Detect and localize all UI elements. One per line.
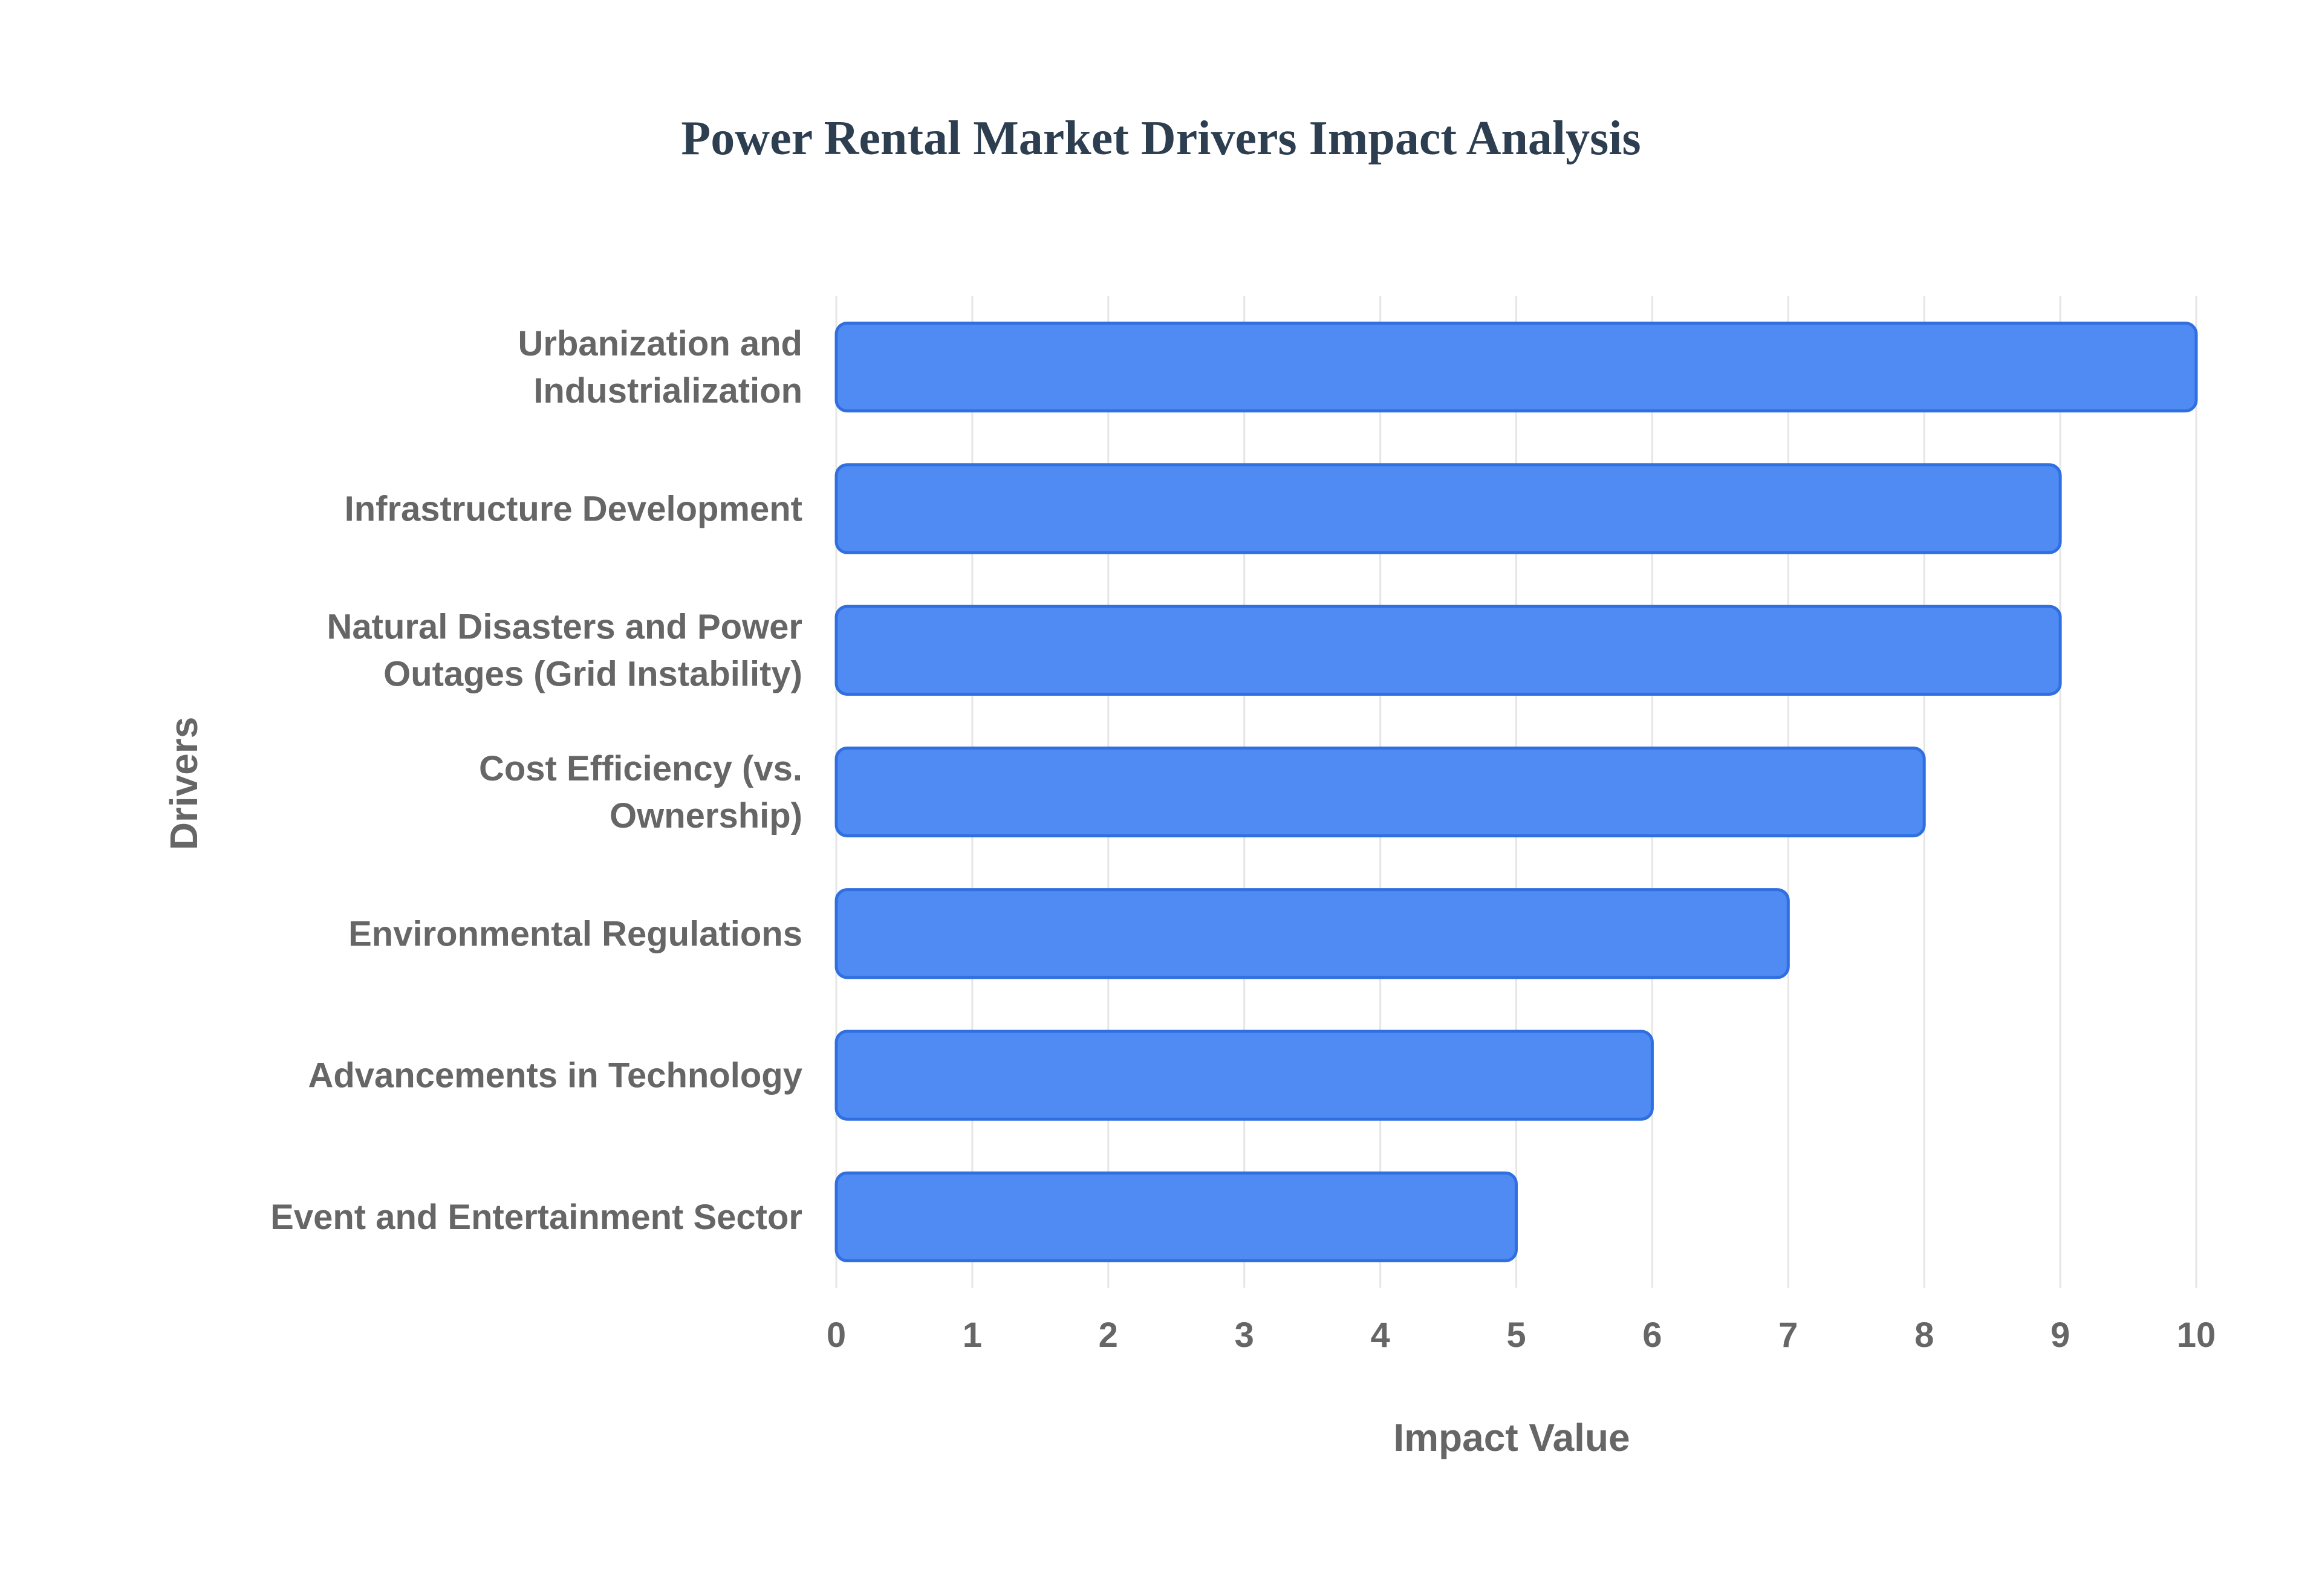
x-tick-label: 6 — [1642, 1315, 1662, 1355]
y-category-label: Urbanization and Industrialization — [518, 324, 802, 410]
y-category-label: Event and Entertainment Sector — [270, 1198, 802, 1237]
y-category-label: Natural Disasters and Power Outages (Grid… — [327, 608, 802, 694]
x-tick-label: 3 — [1235, 1315, 1254, 1355]
x-tick-label: 4 — [1370, 1315, 1390, 1355]
y-category-label-line: Industrialization — [533, 371, 802, 410]
bar — [834, 463, 2062, 554]
y-category-label-line: Urbanization and — [518, 324, 802, 363]
y-category-label-line: Ownership) — [610, 796, 802, 835]
x-tick-label: 1 — [963, 1315, 982, 1355]
x-tick-label: 8 — [1914, 1315, 1934, 1355]
y-category-label-line: Event and Entertainment Sector — [270, 1198, 802, 1237]
y-category-label-line: Advancements in Technology — [308, 1056, 802, 1095]
bar — [834, 1030, 1654, 1121]
bar — [834, 888, 1790, 979]
x-tick-label: 7 — [1778, 1315, 1798, 1355]
bar — [834, 605, 2062, 696]
y-category-label-line: Cost Efficiency (vs. — [479, 749, 802, 788]
x-tick-label: 10 — [2177, 1315, 2216, 1355]
x-tick-label: 0 — [827, 1315, 846, 1355]
y-category-label-line: Infrastructure Development — [345, 489, 802, 528]
y-axis-categories: Urbanization and Industrialization Infrast… — [270, 324, 802, 1237]
x-axis-title: Impact Value — [1393, 1416, 1630, 1459]
y-category-label: Environmental Regulations — [348, 914, 802, 953]
x-axis-ticks: 0 1 2 3 4 5 6 7 8 9 10 — [827, 1315, 2216, 1355]
bar — [834, 746, 1926, 838]
x-tick-label: 5 — [1506, 1315, 1526, 1355]
y-category-label: Infrastructure Development — [345, 489, 802, 528]
bar — [834, 1171, 1518, 1262]
bars — [834, 322, 2198, 1262]
x-tick-label: 2 — [1099, 1315, 1118, 1355]
bar — [834, 322, 2198, 413]
y-category-label: Advancements in Technology — [308, 1056, 802, 1095]
y-category-label-line: Environmental Regulations — [348, 914, 802, 953]
chart-title: Power Rental Market Drivers Impact Analy… — [681, 112, 1641, 165]
y-axis-title: Drivers — [162, 717, 206, 851]
y-category-label-line: Outages (Grid Instability) — [383, 655, 802, 694]
x-tick-label: 9 — [2050, 1315, 2070, 1355]
y-category-label: Cost Efficiency (vs. Ownership) — [479, 749, 802, 835]
y-category-label-line: Natural Disasters and Power — [327, 608, 802, 647]
